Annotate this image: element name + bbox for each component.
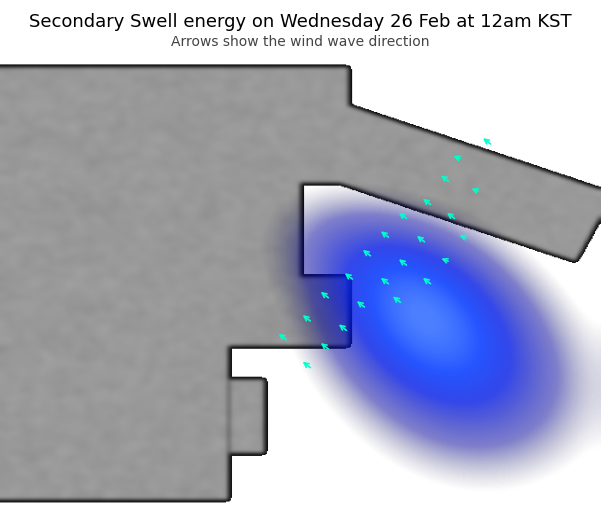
Text: Secondary Swell energy on Wednesday 26 Feb at 12am KST: Secondary Swell energy on Wednesday 26 F… <box>29 13 572 31</box>
Text: Arrows show the wind wave direction: Arrows show the wind wave direction <box>171 35 430 49</box>
